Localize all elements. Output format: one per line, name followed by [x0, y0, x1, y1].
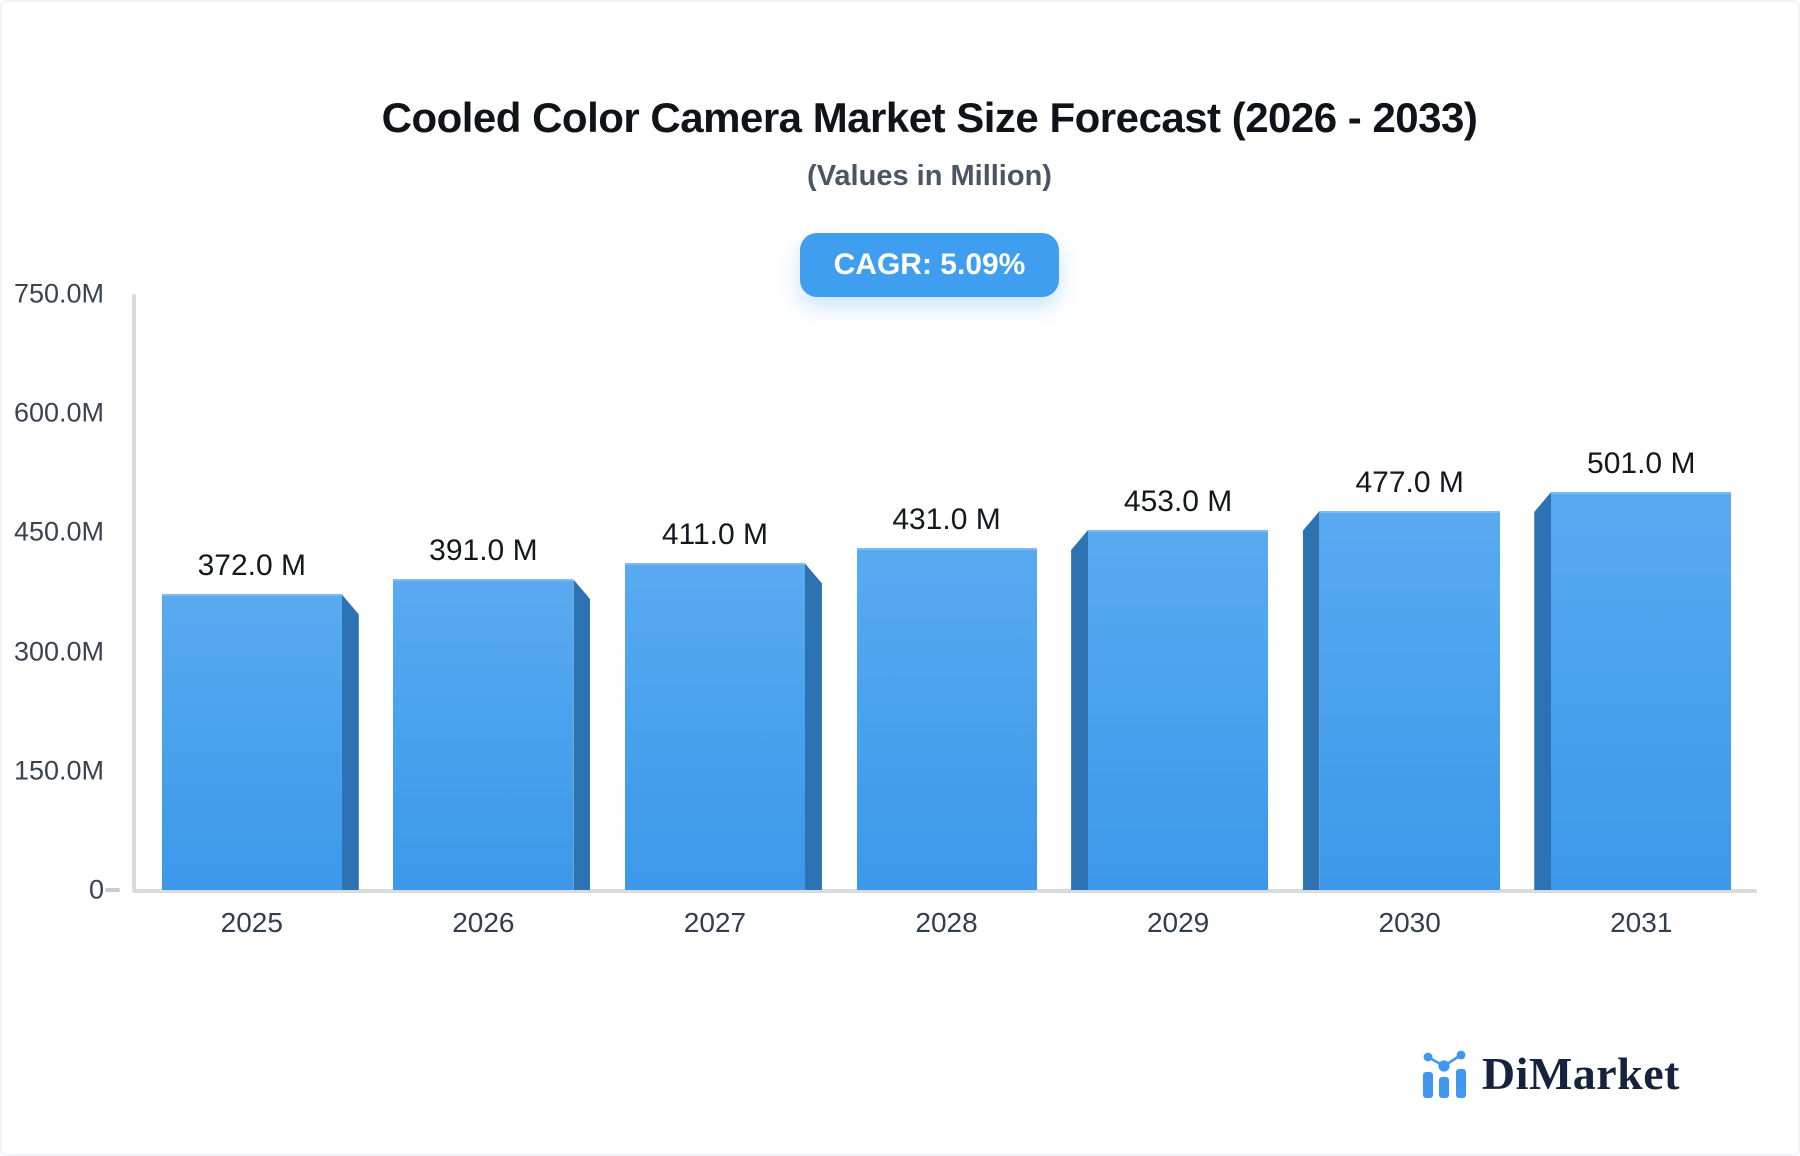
bar-value-label: 411.0 M: [661, 518, 769, 552]
bar-value-label: 477.0 M: [1355, 465, 1464, 499]
bar-2028: 431.0 M: [856, 503, 1037, 890]
x-tick-label: 2031: [1610, 907, 1673, 938]
bar-value-label: 391.0 M: [429, 534, 538, 568]
bar-side-face: [341, 594, 359, 890]
bar-value-label: 372.0 M: [197, 549, 306, 583]
y-tick-label: 150.0M: [13, 755, 104, 786]
bar-front-face: [393, 579, 574, 890]
bar-2029: 453.0 M: [1071, 485, 1269, 890]
chart-header: Cooled Color Camera Market Size Forecast…: [132, 94, 1727, 297]
chart-title: Cooled Color Camera Market Size Forecast…: [381, 94, 1478, 141]
bar-group-2030: 477.0 M 2030: [1294, 294, 1526, 938]
x-tick-label: 2027: [683, 907, 747, 938]
bar-front-face: [624, 563, 805, 890]
bar-2026: 391.0 M: [393, 534, 591, 890]
bar-2027: 411.0 M: [624, 518, 822, 890]
bar-group-2028: 431.0 M 2028: [831, 294, 1063, 938]
bar-2031: 501.0 M: [1534, 447, 1732, 890]
y-tick-label: 450.0M: [13, 516, 104, 547]
y-tick-label: 750.0M: [13, 278, 104, 309]
x-tick-label: 2029: [1146, 907, 1210, 938]
y-tick-label: 0: [88, 874, 104, 905]
x-tick-label: 2028: [915, 907, 978, 938]
y-tick-label: 300.0M: [13, 636, 104, 667]
bar-side-face: [1534, 491, 1552, 890]
bar-group-2029: 453.0 M 2029: [1062, 294, 1294, 938]
bar-group-2025: 372.0 M 2025: [136, 294, 368, 938]
bar-value-label: 453.0 M: [1123, 485, 1233, 518]
x-axis-baseline: [132, 889, 1757, 893]
chart-subtitle: (Values in Million): [807, 160, 1052, 192]
x-tick-label: 2026: [452, 907, 515, 938]
bar-group-2026: 391.0 M 2026: [368, 294, 600, 938]
bar-group-2031: 501.0 M 2031: [1525, 294, 1757, 938]
x-tick-label: 2025: [220, 907, 283, 938]
bar-2025: 372.0 M: [161, 549, 359, 890]
bar-front-face: [1551, 491, 1732, 890]
bar-value-label: 501.0 M: [1587, 446, 1696, 480]
bar-value-label: 431.0 M: [892, 502, 1001, 536]
bar-front-face: [1088, 530, 1269, 890]
cagr-badge: CAGR: 5.09%: [799, 233, 1060, 297]
y-tick-label: 600.0M: [13, 397, 104, 428]
plot-area: 750.0M 600.0M 450.0M 300.0M 150.0M 0 372…: [14, 279, 1757, 938]
brand-wordmark: DiMarket: [1481, 1047, 1680, 1099]
bar-group-2027: 411.0 M 2027: [599, 294, 831, 938]
bar-side-face: [1071, 530, 1089, 890]
bar-front-face: [1319, 510, 1500, 890]
bar-side-face: [573, 579, 591, 890]
bar-series: 372.0 M 2025 391.0 M 2026 411.0 M 202: [136, 294, 1757, 938]
bar-side-face: [1302, 510, 1320, 890]
zero-tick-mark: [105, 888, 120, 892]
bar-front-face: [161, 594, 342, 890]
bar-2030: 477.0 M: [1302, 466, 1500, 890]
bar-chart-with-dots-icon: [1420, 1046, 1470, 1100]
bar-front-face: [856, 547, 1037, 890]
y-axis-line: [132, 294, 136, 890]
dimarket-logo: DiMarket: [1420, 1046, 1680, 1100]
x-tick-label: 2030: [1378, 907, 1441, 938]
bar-side-face: [804, 563, 822, 890]
